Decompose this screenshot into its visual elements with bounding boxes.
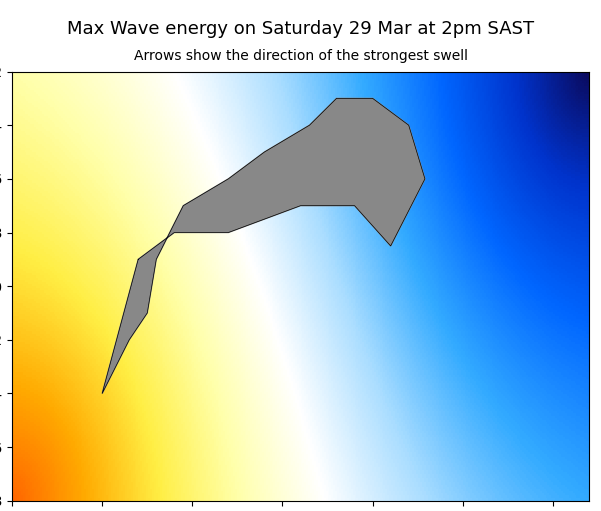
Polygon shape — [102, 99, 425, 393]
Text: Arrows show the direction of the strongest swell: Arrows show the direction of the stronge… — [133, 49, 468, 62]
Text: Max Wave energy on Saturday 29 Mar at 2pm SAST: Max Wave energy on Saturday 29 Mar at 2p… — [67, 20, 534, 38]
